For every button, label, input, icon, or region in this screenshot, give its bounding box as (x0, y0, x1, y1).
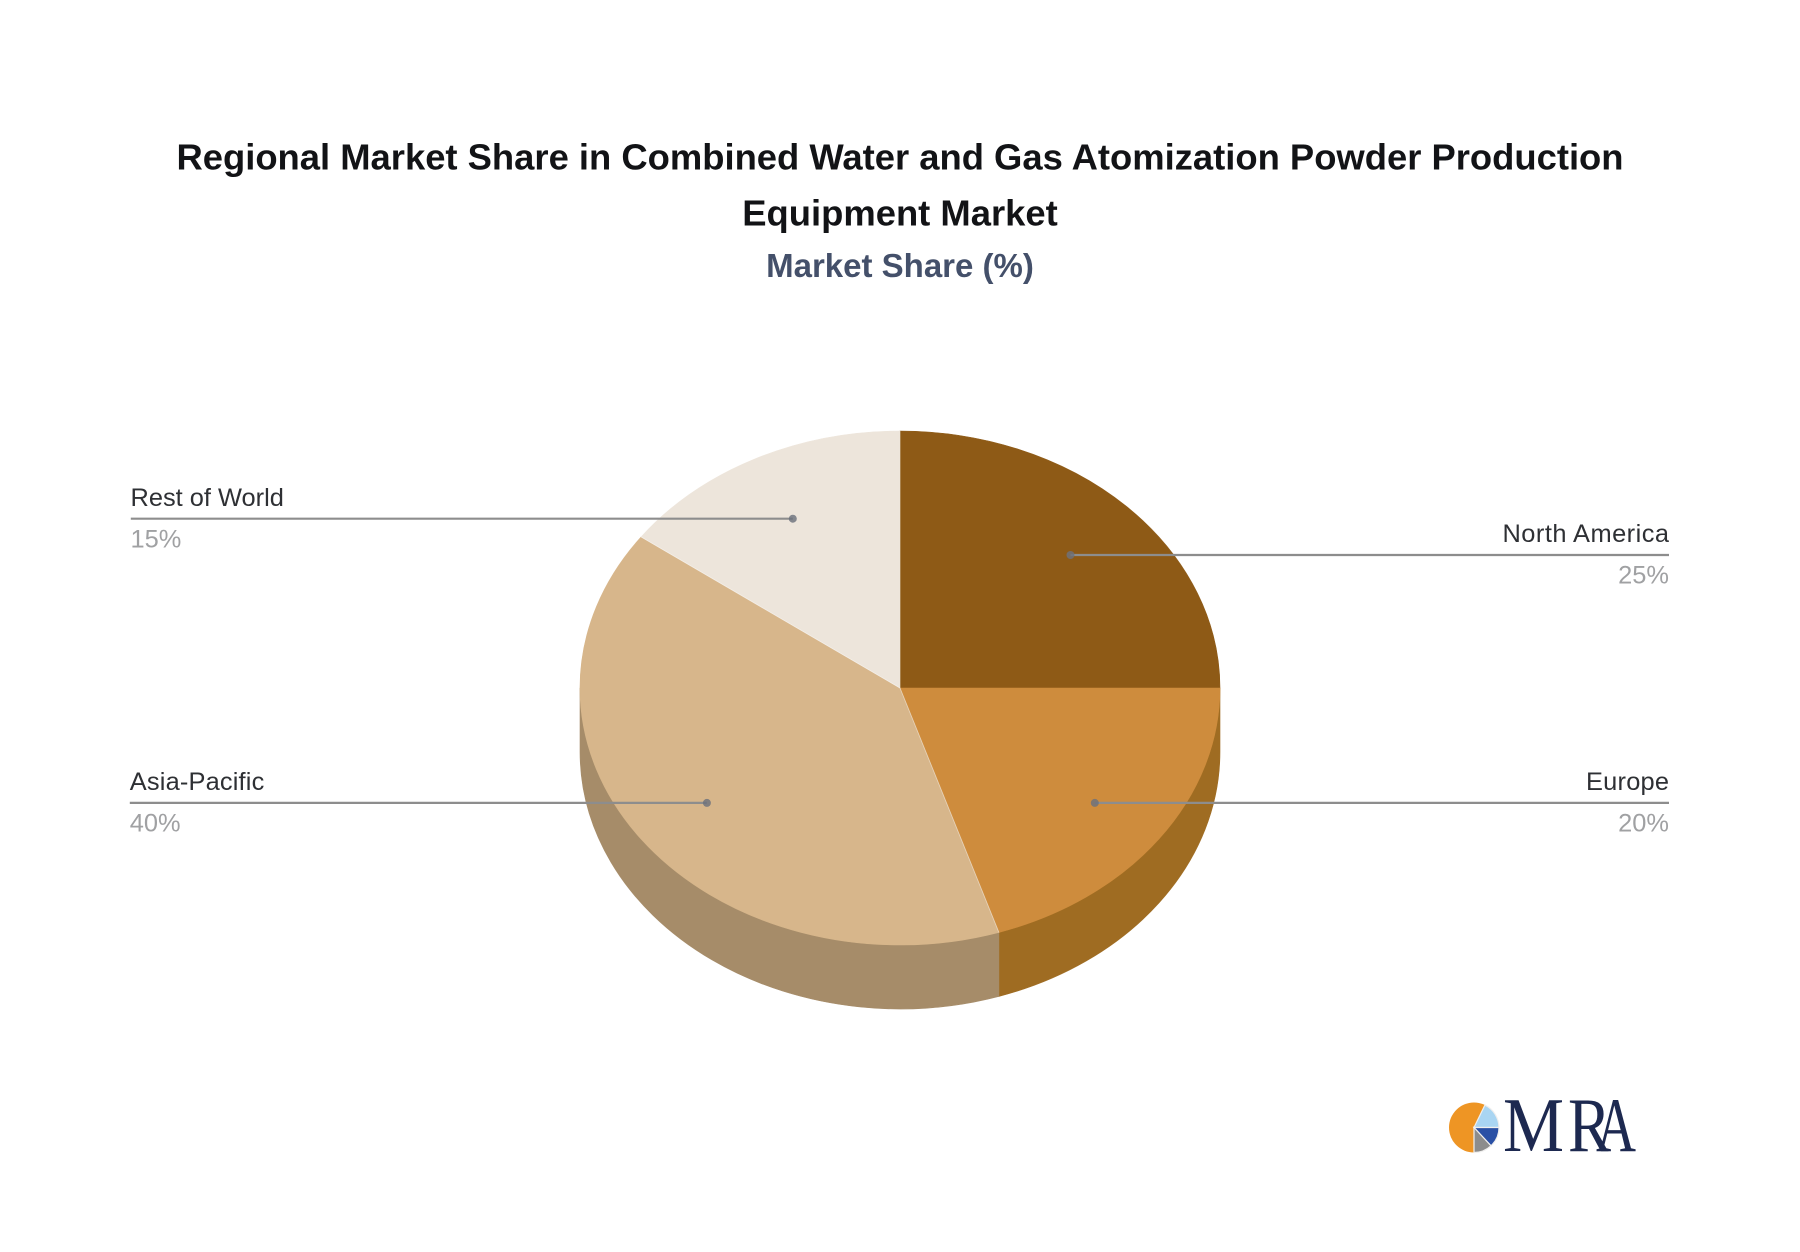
svg-text:A: A (1596, 1082, 1636, 1168)
svg-text:Equipment Market: Equipment Market (742, 193, 1057, 234)
svg-text:40%: 40% (130, 810, 181, 838)
svg-text:Rest of World: Rest of World (131, 484, 284, 512)
svg-text:R: R (1568, 1082, 1612, 1168)
svg-text:Regional Market Share in Combi: Regional Market Share in Combined Water … (176, 136, 1623, 177)
svg-text:North America: North America (1503, 520, 1670, 548)
svg-text:15%: 15% (131, 525, 182, 553)
svg-text:20%: 20% (1618, 810, 1669, 838)
svg-text:Asia-Pacific: Asia-Pacific (130, 768, 265, 796)
svg-text:M: M (1503, 1082, 1564, 1168)
svg-text:Europe: Europe (1586, 768, 1669, 796)
svg-text:25%: 25% (1618, 562, 1669, 590)
svg-text:Market Share (%): Market Share (%) (766, 247, 1034, 284)
